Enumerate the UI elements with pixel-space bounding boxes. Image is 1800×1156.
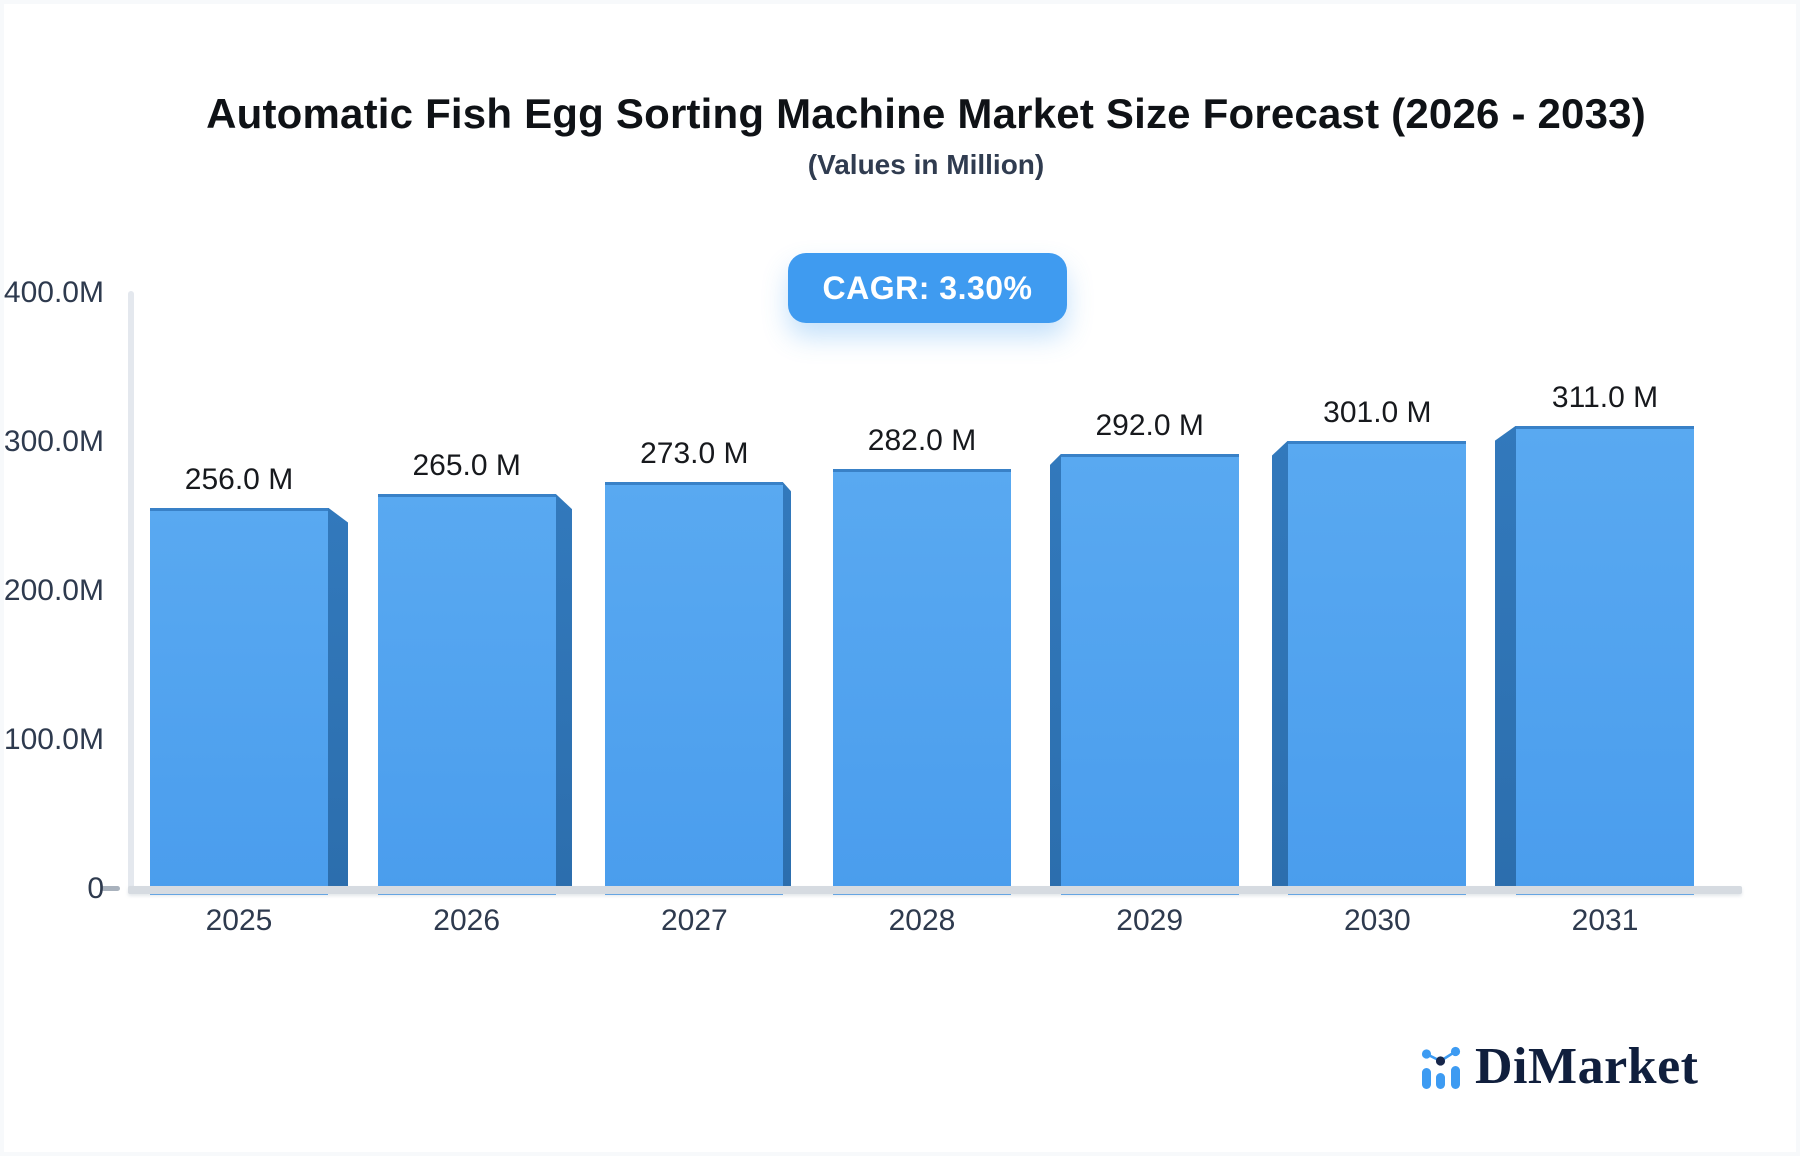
bar-face-2031[interactable] [1516, 425, 1694, 895]
bar-side-2030 [1272, 440, 1288, 892]
x-tick-label: 2025 [205, 904, 273, 937]
y-tick-label: 400.0M [3, 276, 104, 309]
bar-face-2025[interactable] [150, 507, 328, 895]
y-tick-label: 300.0M [3, 425, 104, 458]
x-tick-label: 2031 [1571, 904, 1639, 937]
bar-value-label: 292.0 M [1095, 408, 1204, 442]
cagr-badge-label: CAGR: 3.30% [822, 269, 1033, 306]
bar-value-label: 311.0 M [1551, 380, 1659, 414]
cagr-badge: CAGR: 3.30% [788, 253, 1067, 323]
bar-side-2026 [556, 494, 572, 892]
bar-side-2031 [1495, 425, 1516, 892]
x-tick-label: 2030 [1343, 904, 1411, 937]
zero-tick-dash [101, 886, 120, 891]
bar-value-label: 273.0 M [640, 437, 749, 471]
bar-face-2026[interactable] [378, 494, 556, 895]
bar-face-2030[interactable] [1288, 440, 1466, 895]
x-tick-label: 2027 [660, 904, 728, 937]
bar-value-label: 282.0 M [867, 423, 977, 457]
bar-side-2025 [328, 507, 348, 892]
y-axis-line [128, 291, 134, 894]
bar-value-label: 256.0 M [184, 462, 294, 496]
bar-face-2027[interactable] [605, 482, 783, 895]
bar-face-2028[interactable] [833, 468, 1011, 895]
x-axis-line [128, 886, 1742, 894]
x-tick-label: 2026 [433, 904, 501, 937]
brand-name: DiMarket [1475, 1038, 1699, 1095]
y-tick-label: 200.0M [3, 574, 104, 607]
bar-side-2029 [1050, 453, 1061, 892]
x-tick-label: 2028 [888, 904, 956, 937]
chart-subtitle: (Values in Million) [807, 149, 1045, 180]
y-tick-label: 0 [87, 872, 104, 905]
x-tick-label: 2029 [1116, 904, 1184, 937]
bar-value-label: 265.0 M [412, 449, 521, 483]
chart-title: Automatic Fish Egg Sorting Machine Marke… [206, 90, 1646, 137]
bar-value-label: 301.0 M [1323, 395, 1432, 429]
mini-bar-chart-logo-icon [1421, 1046, 1461, 1089]
brand-logo: DiMarket [1418, 1040, 1698, 1094]
bar-face-2029[interactable] [1061, 453, 1239, 895]
y-tick-label: 100.0M [3, 723, 104, 756]
bar-side-2027 [783, 482, 791, 892]
